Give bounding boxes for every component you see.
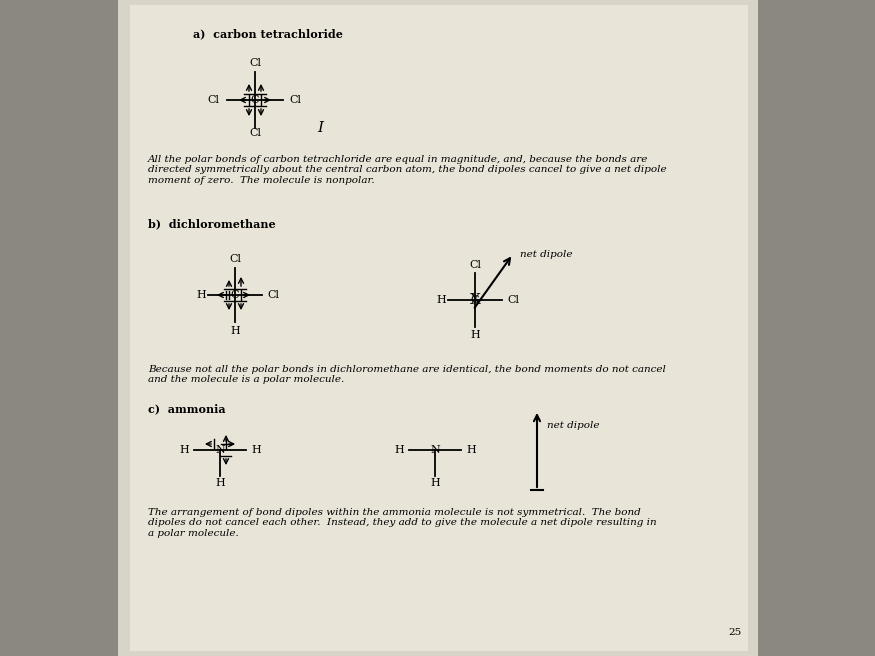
Text: Cl: Cl: [289, 95, 301, 105]
Text: net dipole: net dipole: [520, 250, 572, 259]
Text: a)  carbon tetrachloride: a) carbon tetrachloride: [193, 28, 343, 39]
Text: The arrangement of bond dipoles within the ammonia molecule is not symmetrical. : The arrangement of bond dipoles within t…: [148, 508, 656, 538]
Text: C: C: [251, 95, 259, 105]
Text: 25: 25: [728, 628, 742, 637]
Text: C: C: [471, 295, 480, 305]
Text: Cl: Cl: [267, 290, 279, 300]
Text: b)  dichloromethane: b) dichloromethane: [148, 218, 276, 229]
Text: X: X: [470, 293, 480, 307]
Text: Cl: Cl: [249, 128, 261, 138]
Text: Cl: Cl: [507, 295, 519, 305]
Text: H: H: [230, 326, 240, 336]
Text: net dipole: net dipole: [547, 420, 599, 430]
Text: H: H: [466, 445, 476, 455]
Text: Cl: Cl: [469, 260, 481, 270]
Text: N: N: [430, 445, 440, 455]
Text: H: H: [470, 330, 480, 340]
Text: N: N: [215, 445, 225, 455]
Text: H: H: [196, 290, 206, 300]
Text: H: H: [394, 445, 404, 455]
Text: H: H: [179, 445, 189, 455]
FancyBboxPatch shape: [130, 5, 748, 651]
Text: Cl: Cl: [249, 58, 261, 68]
Text: C: C: [231, 290, 239, 300]
FancyBboxPatch shape: [118, 0, 758, 656]
Text: H: H: [215, 478, 225, 488]
Text: H: H: [436, 295, 445, 305]
Text: All the polar bonds of carbon tetrachloride are equal in magnitude, and, because: All the polar bonds of carbon tetrachlor…: [148, 155, 667, 185]
Text: Cl: Cl: [207, 95, 219, 105]
Text: c)  ammonia: c) ammonia: [148, 403, 226, 414]
Text: H: H: [430, 478, 440, 488]
Text: Cl: Cl: [229, 254, 241, 264]
Text: Because not all the polar bonds in dichloromethane are identical, the bond momen: Because not all the polar bonds in dichl…: [148, 365, 666, 384]
Text: H: H: [251, 445, 261, 455]
Text: I: I: [317, 121, 323, 135]
